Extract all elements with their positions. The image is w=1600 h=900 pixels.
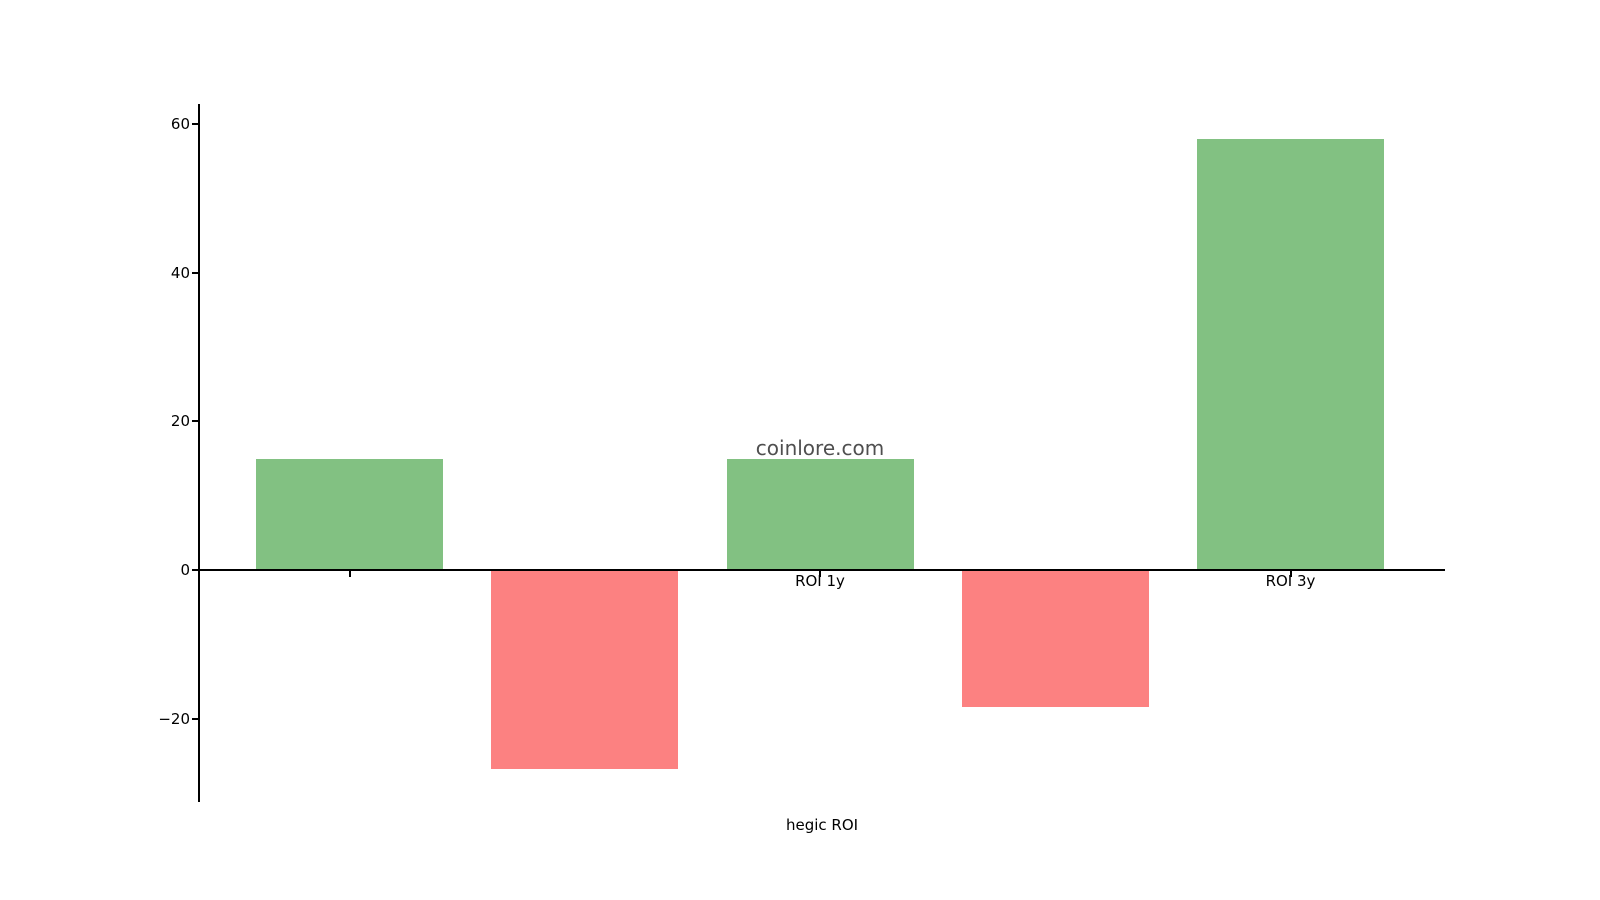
bar-1 [256, 458, 443, 570]
y-tick [192, 569, 198, 571]
x-tick-label: ROI 3y [1265, 572, 1316, 590]
x-tick-label: ROI 1y [795, 572, 845, 590]
coinlore-watermark: coinlore.com [755, 436, 885, 460]
y-axis-spine [198, 104, 200, 802]
bar-2 [491, 570, 679, 770]
bar-3 [726, 458, 914, 570]
y-tick [192, 717, 198, 720]
y-tick [192, 420, 198, 423]
bar-4 [961, 570, 1149, 707]
y-tick-label: 20 [170, 412, 190, 431]
bar-5 [1197, 139, 1384, 570]
y-tick-label: 0 [180, 561, 190, 579]
x-tick [348, 570, 351, 577]
y-tick-label: −20 [158, 709, 190, 728]
x-axis-title: hegic ROI [785, 816, 859, 834]
y-tick-label: 60 [170, 115, 190, 134]
y-tick [192, 271, 198, 274]
y-tick [192, 123, 198, 126]
y-tick-label: 40 [170, 263, 190, 282]
x-axis-spine [200, 569, 1445, 571]
x-tick [819, 570, 821, 577]
x-tick [1289, 570, 1292, 577]
